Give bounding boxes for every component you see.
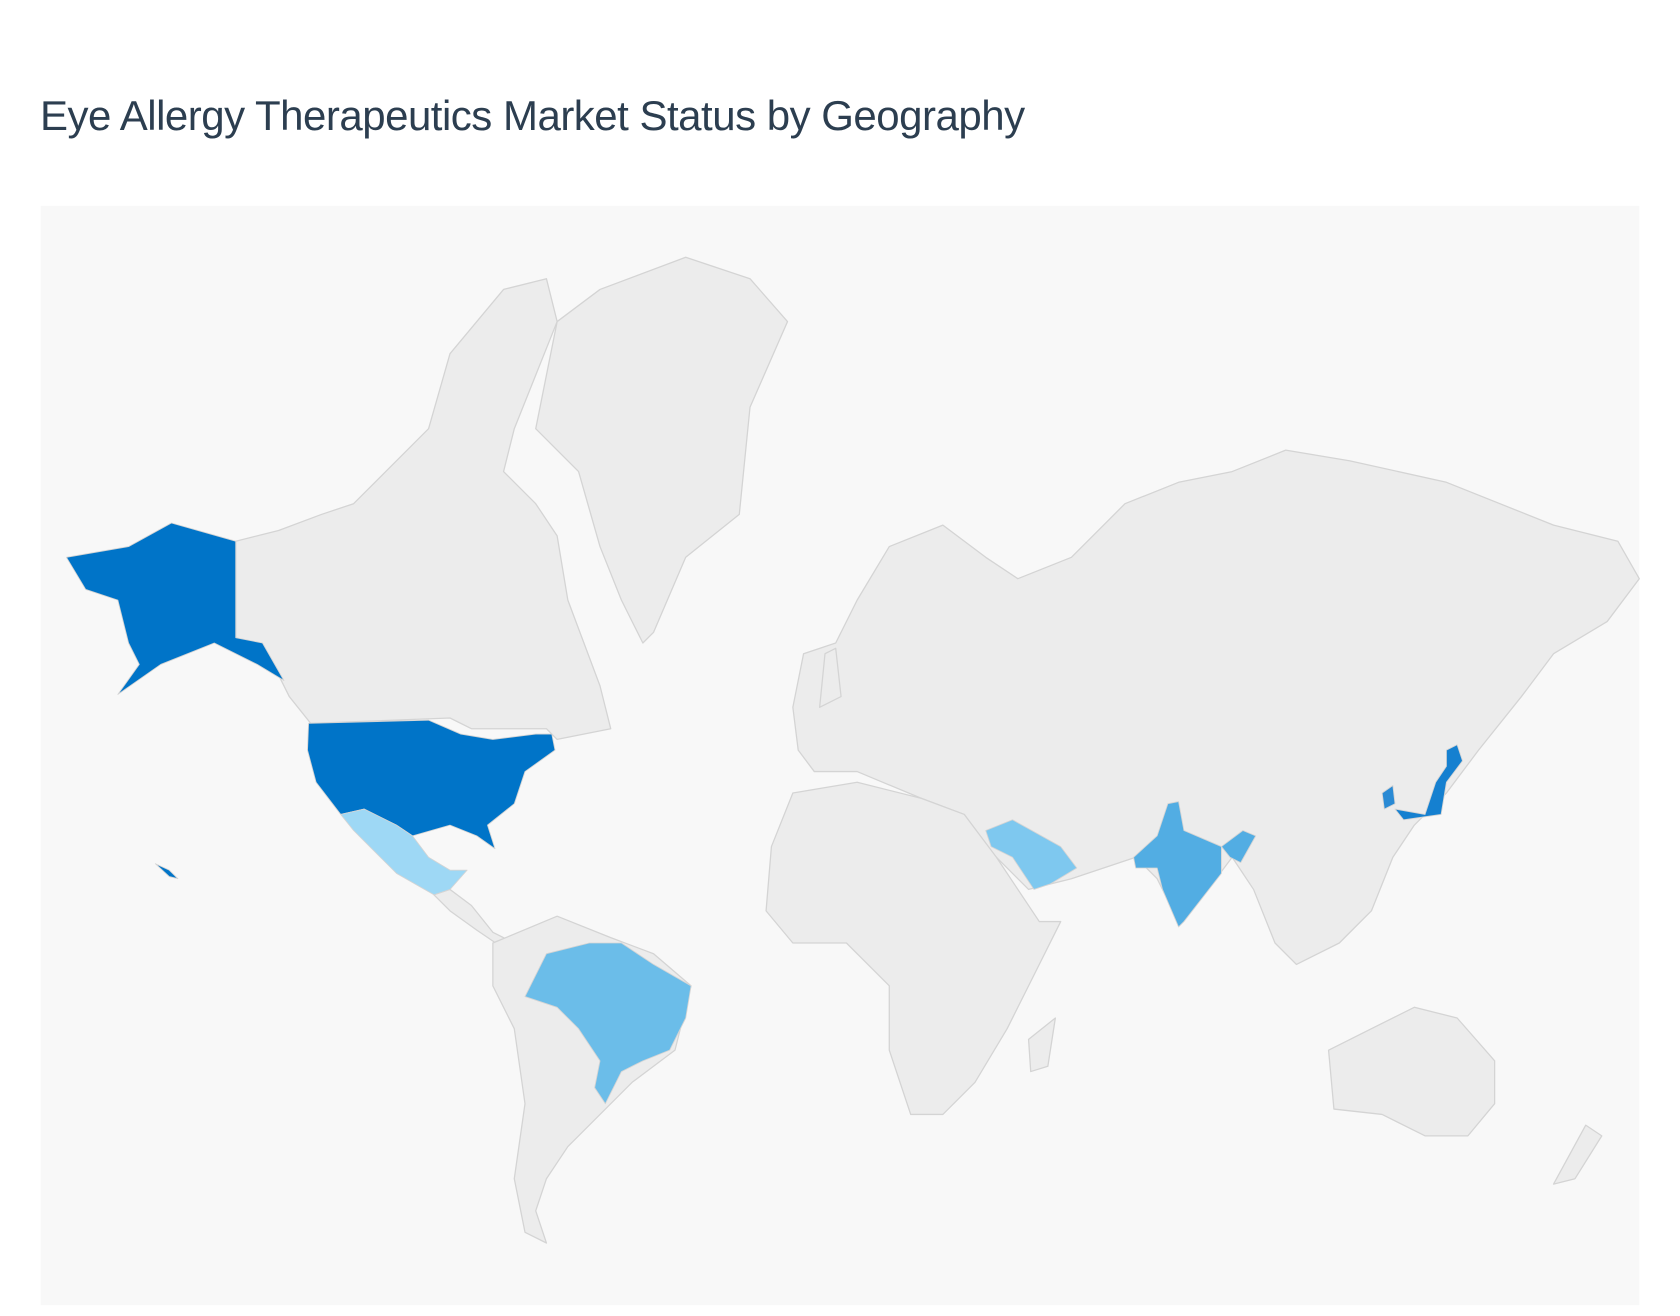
region-india[interactable] (1133, 801, 1257, 928)
region-hawaii[interactable] (154, 863, 179, 880)
region-mexico[interactable] (340, 808, 468, 896)
page-title: Eye Allergy Therapeutics Market Status b… (40, 92, 1025, 139)
region-brazil[interactable] (524, 942, 692, 1105)
region-japan[interactable] (1394, 744, 1463, 821)
region-united-states[interactable] (66, 522, 556, 880)
region-south-korea[interactable] (1381, 785, 1396, 810)
region-uk[interactable] (819, 647, 842, 708)
region-india-main[interactable] (1133, 801, 1222, 928)
region-madagascar[interactable] (1027, 1017, 1056, 1073)
region-canada[interactable] (235, 278, 612, 741)
region-india-northeast[interactable] (1221, 830, 1257, 864)
region-alaska[interactable] (66, 522, 285, 695)
region-africa[interactable] (765, 781, 1062, 1116)
region-saudi-arabia[interactable] (985, 819, 1078, 890)
region-greenland[interactable] (535, 256, 789, 644)
region-new-zealand[interactable] (1552, 1124, 1603, 1185)
region-australia[interactable] (1327, 1006, 1496, 1137)
